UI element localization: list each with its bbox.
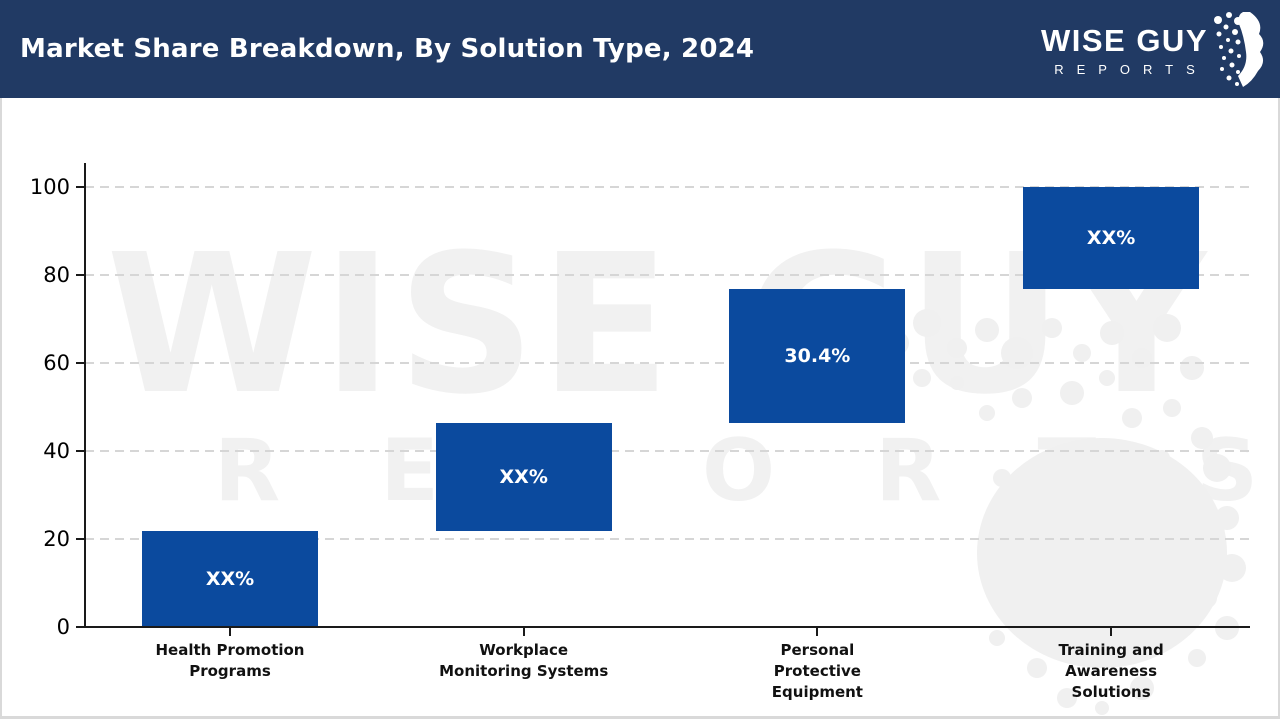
watermark-head-icon <box>818 309 1246 715</box>
header-bar: Market Share Breakdown, By Solution Type… <box>0 0 1280 98</box>
logo-wordmark: WISE GUY REPORTS <box>1041 23 1208 77</box>
logo-head-icon <box>1214 12 1264 87</box>
logo-name-text: WISE GUY <box>1040 23 1208 58</box>
brand-logo: WISE GUY REPORTS <box>1041 6 1266 94</box>
chart-title: Market Share Breakdown, By Solution Type… <box>20 34 755 64</box>
logo-reports-text: REPORTS <box>1054 62 1208 77</box>
chart-area: WISE GUY REPORTS <box>0 98 1280 719</box>
